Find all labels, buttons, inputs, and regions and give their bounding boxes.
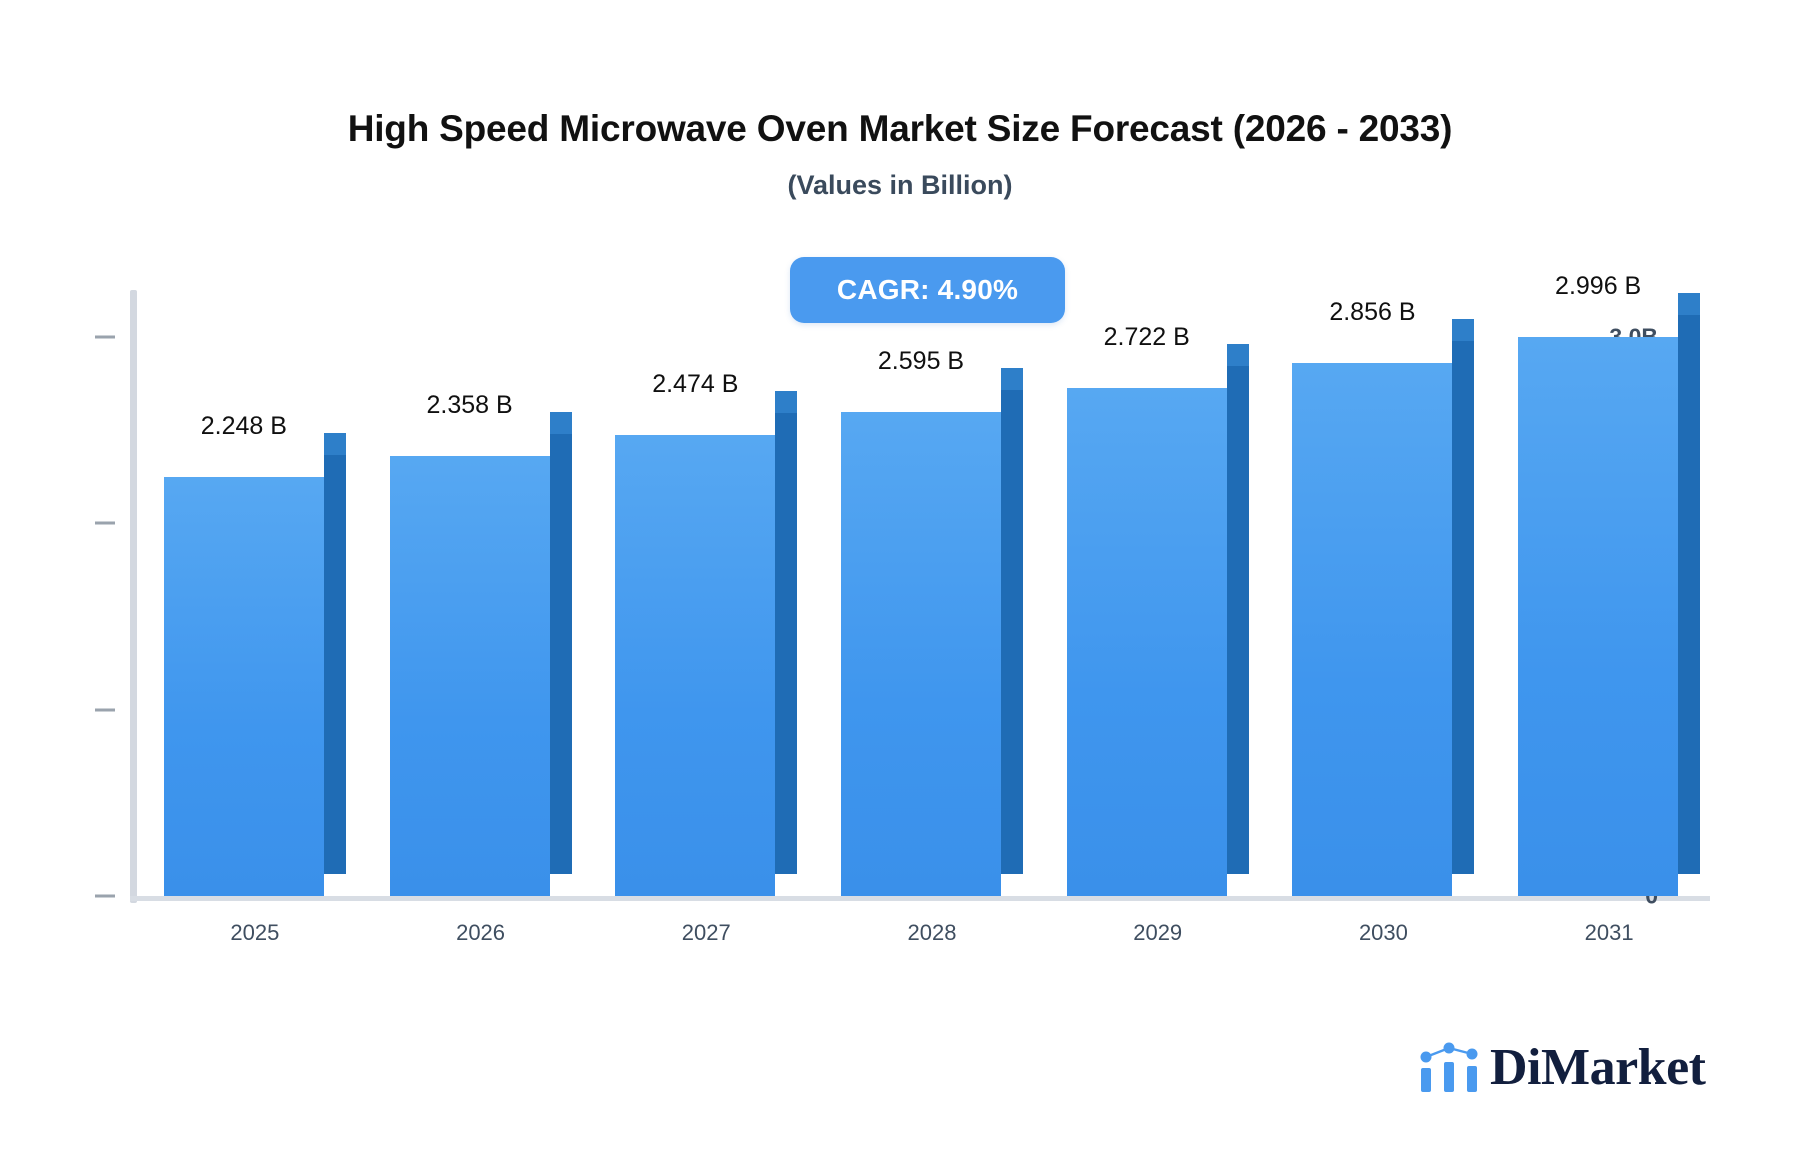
bar[interactable]: 2.722 B xyxy=(1066,323,1249,896)
bar-side-face xyxy=(775,412,798,874)
x-axis-tick-label: 2029 xyxy=(1133,920,1183,945)
bar-side-face xyxy=(1452,341,1475,874)
bar-side-face xyxy=(1226,366,1249,874)
bar[interactable]: 2.474 B xyxy=(615,370,798,896)
bar-value-label: 2.474 B xyxy=(652,369,739,398)
bar-front-face xyxy=(163,476,324,896)
y-axis-tick-mark xyxy=(95,521,115,525)
bar-value-label: 2.996 B xyxy=(1555,272,1642,301)
chart-title: High Speed Microwave Oven Market Size Fo… xyxy=(347,108,1453,149)
bar-front-face xyxy=(389,456,550,896)
y-axis-tick-mark xyxy=(95,335,115,339)
bar[interactable]: 2.856 B xyxy=(1292,298,1475,896)
bar-value-label: 2.248 B xyxy=(200,411,287,440)
x-axis-tick-label: 2031 xyxy=(1584,920,1634,945)
bar[interactable]: 2.595 B xyxy=(841,347,1023,896)
bar-top-face xyxy=(549,412,572,435)
cagr-badge: CAGR: 4.90% xyxy=(790,257,1065,323)
x-axis-tick-label: 2028 xyxy=(907,920,957,945)
bar-front-face xyxy=(615,434,776,896)
bar-top-face xyxy=(1001,368,1023,391)
brand-logo: DiMarket xyxy=(1418,1039,1706,1096)
bar-side-face xyxy=(1678,315,1701,874)
bar-side-face xyxy=(549,434,572,874)
chart-subtitle: (Values in Billion) xyxy=(787,170,1013,200)
bar-value-label: 2.722 B xyxy=(1103,323,1190,352)
bar-value-label: 2.358 B xyxy=(426,391,513,420)
x-axis-tick-label: 2030 xyxy=(1358,920,1408,945)
bar-top-face xyxy=(1226,344,1249,367)
brand-name: DiMarket xyxy=(1490,1039,1706,1096)
bar-top-face xyxy=(323,432,346,455)
bar-side-face xyxy=(323,454,346,874)
bar-front-face xyxy=(1292,363,1453,896)
x-axis-tick-label: 2026 xyxy=(456,920,506,945)
y-axis-line xyxy=(130,290,137,903)
y-axis-tick-mark xyxy=(95,708,115,712)
bar-front-face xyxy=(1066,388,1227,896)
bar[interactable]: 2.996 B xyxy=(1518,272,1701,896)
y-axis-tick-mark xyxy=(95,894,115,898)
bar-top-face xyxy=(1678,293,1701,316)
plot-area: 01.0B2.0B3.0B 2.248 B2.358 B2.474 B2.595… xyxy=(95,255,1710,945)
bar-top-face xyxy=(1452,319,1475,342)
bars-layer: 2.248 B 2.358 B 2.474 B 2.595 B 2.722 B 2.856… xyxy=(130,255,1710,901)
x-axis-line xyxy=(130,896,1710,901)
bar-chart-icon xyxy=(1420,1042,1478,1092)
bar-front-face xyxy=(841,412,1001,896)
bar-top-face xyxy=(775,390,798,413)
bar-side-face xyxy=(1001,390,1023,874)
bar-front-face xyxy=(1518,337,1679,896)
bar-value-label: 2.595 B xyxy=(877,347,965,376)
bar[interactable]: 2.248 B xyxy=(163,412,346,896)
x-axis-tick-label: 2027 xyxy=(681,920,731,945)
bar-value-label: 2.856 B xyxy=(1329,298,1416,327)
x-axis-tick-label: 2025 xyxy=(230,920,280,945)
bar[interactable]: 2.358 B xyxy=(389,391,572,896)
